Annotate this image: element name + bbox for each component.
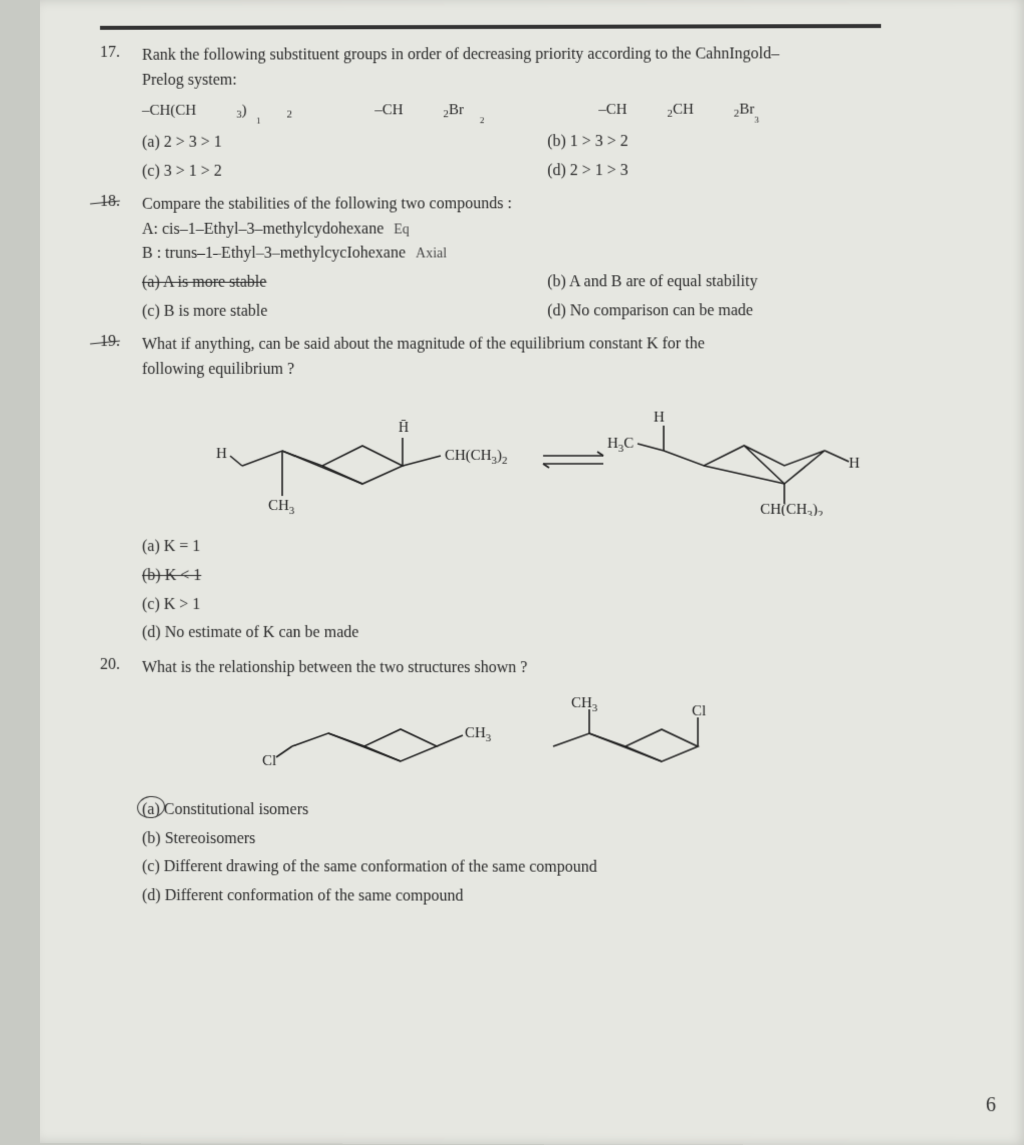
q19-number: 19. <box>100 333 142 651</box>
q17-options: (a) 2 > 3 > 1 (b) 1 > 3 > 2 (c) 3 > 1 > … <box>142 129 988 188</box>
q20-text: What is the relationship between the two… <box>142 656 988 681</box>
q18-hand-axial: Axial <box>416 247 447 262</box>
q17-opt-c: (c) 3 > 1 > 2 <box>142 159 547 185</box>
q18-text: Compare the stabilities of the following… <box>142 191 988 217</box>
q17-substituents: –CH(CH3)21 –CH2Br2 –CH2CH2Br3 <box>142 98 988 123</box>
q17-number: 17. <box>100 44 142 189</box>
q19-line2: following equilibrium ? <box>142 357 988 383</box>
question-18: 18. Compare the stabilities of the follo… <box>100 191 988 328</box>
chair-equilibrium-svg: H̄ CH(CH3)2 H CH3 <box>202 396 885 517</box>
q19-right-eqH: H <box>849 456 860 472</box>
worksheet-page: 17. Rank the following substituent group… <box>40 0 1024 1145</box>
q20-body: What is the relationship between the two… <box>142 656 988 914</box>
q17-sub3: –CH2CH2Br3 <box>599 101 800 117</box>
page-number: 6 <box>986 1094 996 1117</box>
q17-opt-b: (b) 1 > 3 > 2 <box>547 129 954 155</box>
q20-right-cl: Cl <box>692 703 706 719</box>
q18-opt-a: (a) A is more stable <box>142 270 547 295</box>
q20-number: 20. <box>100 656 142 913</box>
q20-opt-a: (a) Constitutional isomers <box>142 798 988 824</box>
q20-opt-d: (d) Different conformation of the same c… <box>142 884 988 910</box>
question-17: 17. Rank the following substituent group… <box>100 42 988 189</box>
q19-opt-c: (c) K > 1 <box>142 593 988 618</box>
q19-left-ch3: CH3 <box>268 498 295 516</box>
q19-opt-b: (b) K < 1 <box>142 564 988 589</box>
q17-line1: Rank the following substituent groups in… <box>142 42 988 69</box>
q19-left-iso: CH(CH3)2 <box>445 448 508 467</box>
q19-line1: What if anything, can be said about the … <box>142 332 988 358</box>
q20-structures: Cl CH3 CH3 Cl <box>262 691 988 791</box>
q17-sub2: –CH2Br2 <box>375 102 525 118</box>
q20-left-ch3: CH3 <box>465 725 492 744</box>
q20-opt-b: (b) Stereoisomers <box>142 827 988 853</box>
q20-options: (a) Constitutional isomers (b) Stereoiso… <box>142 798 988 910</box>
question-19: 19. What if anything, can be said about … <box>100 332 988 651</box>
q18-hand-eq: Eq <box>394 222 410 237</box>
q17-body: Rank the following substituent groups in… <box>142 42 988 189</box>
q20-chairs-svg: Cl CH3 CH3 Cl <box>262 691 724 782</box>
header-rule <box>100 24 881 30</box>
q18-opt-d: (d) No comparison can be made <box>547 299 954 324</box>
q18-body: Compare the stabilities of the following… <box>142 191 988 328</box>
q19-left-H: H <box>216 446 227 462</box>
q18-opt-c: (c) B is more stable <box>142 299 547 324</box>
q19-options: (a) K = 1 (b) K < 1 (c) K > 1 (d) No est… <box>142 535 988 647</box>
q17-opt-d: (d) 2 > 1 > 3 <box>547 158 954 184</box>
q19-opt-a: (a) K = 1 <box>142 535 988 560</box>
q19-left-axH: H̄ <box>399 420 409 436</box>
question-20: 20. What is the relationship between the… <box>100 656 988 914</box>
q19-opt-d: (d) No estimate of K can be made <box>142 622 988 647</box>
q17-opt-a: (a) 2 > 3 > 1 <box>142 130 547 156</box>
q20-left-cl: Cl <box>262 753 276 769</box>
q17-line2: Prelog system: <box>142 67 988 94</box>
q18-number: 18. <box>100 193 142 329</box>
q18-compB: B : truns–1–Ethyl–3–methylcycIohexane Ax… <box>142 241 988 267</box>
q17-sub1: –CH(CH3)21 <box>142 102 301 118</box>
q19-body: What if anything, can be said about the … <box>142 332 988 651</box>
q20-opt-c: (c) Different drawing of the same confor… <box>142 856 988 882</box>
q18-compA: A: cis–1–Ethyl–3–methylcydohexane Eq <box>142 216 988 242</box>
q18-opt-b: (b) A and B are of equal stability <box>547 270 954 295</box>
q19-equilibrium: H̄ CH(CH3)2 H CH3 <box>202 396 988 525</box>
q19-right-H: H <box>654 410 665 426</box>
q19-right-iso: CH(CH3)2 <box>760 502 823 516</box>
q19-right-h3c: H3C <box>607 436 633 455</box>
q20-right-ch3: CH3 <box>571 695 598 714</box>
q18-options: (a) A is more stable (b) A and B are of … <box>142 270 988 329</box>
